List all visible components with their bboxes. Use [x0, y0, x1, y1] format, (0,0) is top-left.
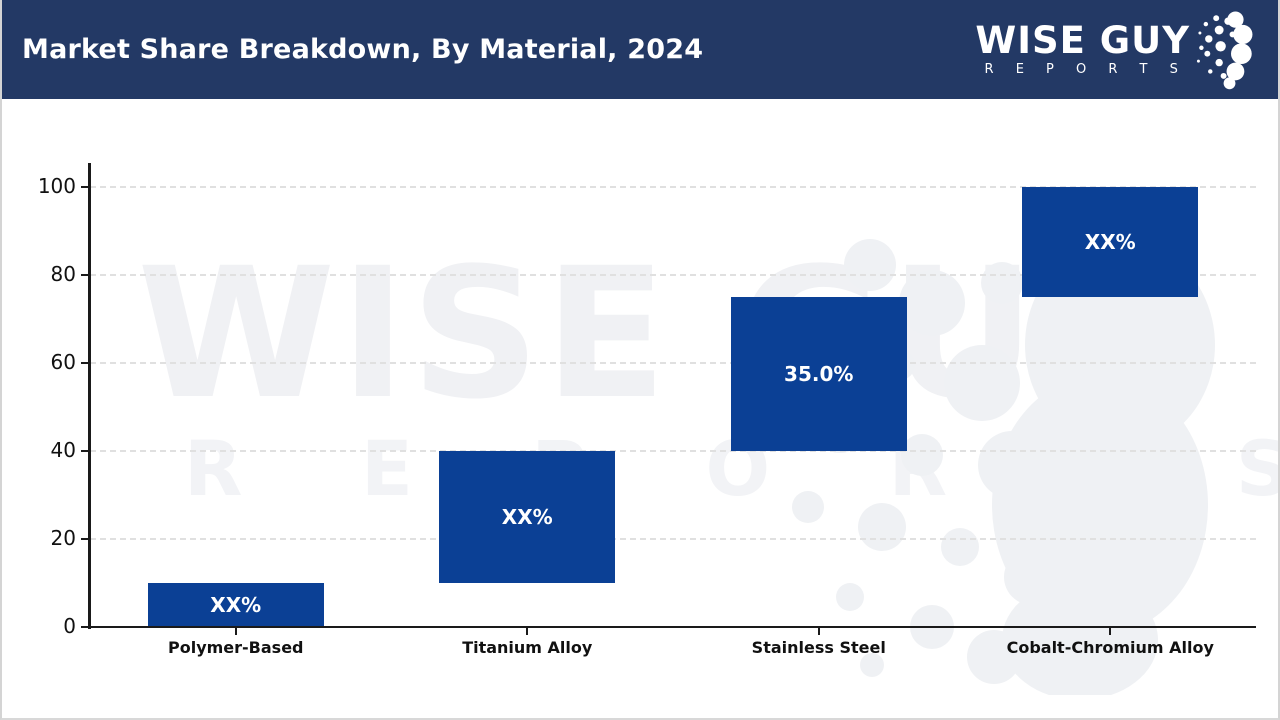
- y-gridline: [90, 362, 1256, 364]
- y-gridline: [90, 274, 1256, 276]
- x-tick-label: Polymer-Based: [167, 638, 304, 657]
- y-tick-mark: [81, 362, 89, 364]
- chart-region: WISE GU R E P O R T S 0 20 40 60 80 100 XX% Pol…: [2, 99, 1278, 718]
- y-tick-label: 100: [37, 174, 76, 198]
- x-tick-mark: [1109, 627, 1112, 635]
- x-axis-line: [88, 625, 1256, 628]
- y-tick-label: 80: [50, 262, 76, 286]
- x-tick-mark: [526, 627, 529, 635]
- y-tick-label: 20: [50, 526, 76, 550]
- x-tick-mark: [234, 627, 237, 635]
- y-tick-mark: [81, 186, 89, 188]
- logo-subtitle: R E P O R T S: [984, 62, 1187, 77]
- x-tick-label: Titanium Alloy: [462, 638, 593, 657]
- bar-value-label: XX%: [210, 593, 262, 617]
- logo-face-icon: [1196, 11, 1253, 89]
- y-gridline: [90, 538, 1256, 540]
- bar-value-label: XX%: [501, 505, 553, 529]
- x-tick-mark: [817, 627, 820, 635]
- y-tick-label: 0: [63, 614, 76, 638]
- y-axis-line: [88, 163, 91, 629]
- y-gridline: [90, 450, 1256, 452]
- bar: XX%: [147, 583, 324, 627]
- logo-text: WISE GUY R E P O R T S: [975, 22, 1190, 77]
- bar-value-label: 35.0%: [784, 362, 854, 386]
- bar: XX%: [439, 451, 616, 583]
- bar-chart: 0 20 40 60 80 100 XX% Polymer-Based XX% Titanium …: [2, 99, 1278, 718]
- y-tick-label: 60: [50, 350, 76, 374]
- y-tick-mark: [81, 274, 89, 276]
- y-tick-mark: [81, 626, 89, 628]
- header-bar: Market Share Breakdown, By Material, 202…: [2, 0, 1278, 99]
- wise-guy-reports-logo: WISE GUY R E P O R T S: [975, 8, 1268, 92]
- x-tick-label: Cobalt-Chromium Alloy: [1006, 638, 1214, 657]
- bar: 35.0%: [730, 297, 907, 451]
- bar-value-label: XX%: [1084, 230, 1136, 254]
- logo-name: WISE GUY: [975, 19, 1190, 62]
- y-tick-mark: [81, 450, 89, 452]
- y-gridline: [90, 186, 1256, 188]
- bar: XX%: [1022, 187, 1199, 297]
- x-tick-label: Stainless Steel: [751, 638, 886, 657]
- page-title: Market Share Breakdown, By Material, 202…: [22, 34, 704, 65]
- y-tick-label: 40: [50, 438, 76, 462]
- y-tick-mark: [81, 538, 89, 540]
